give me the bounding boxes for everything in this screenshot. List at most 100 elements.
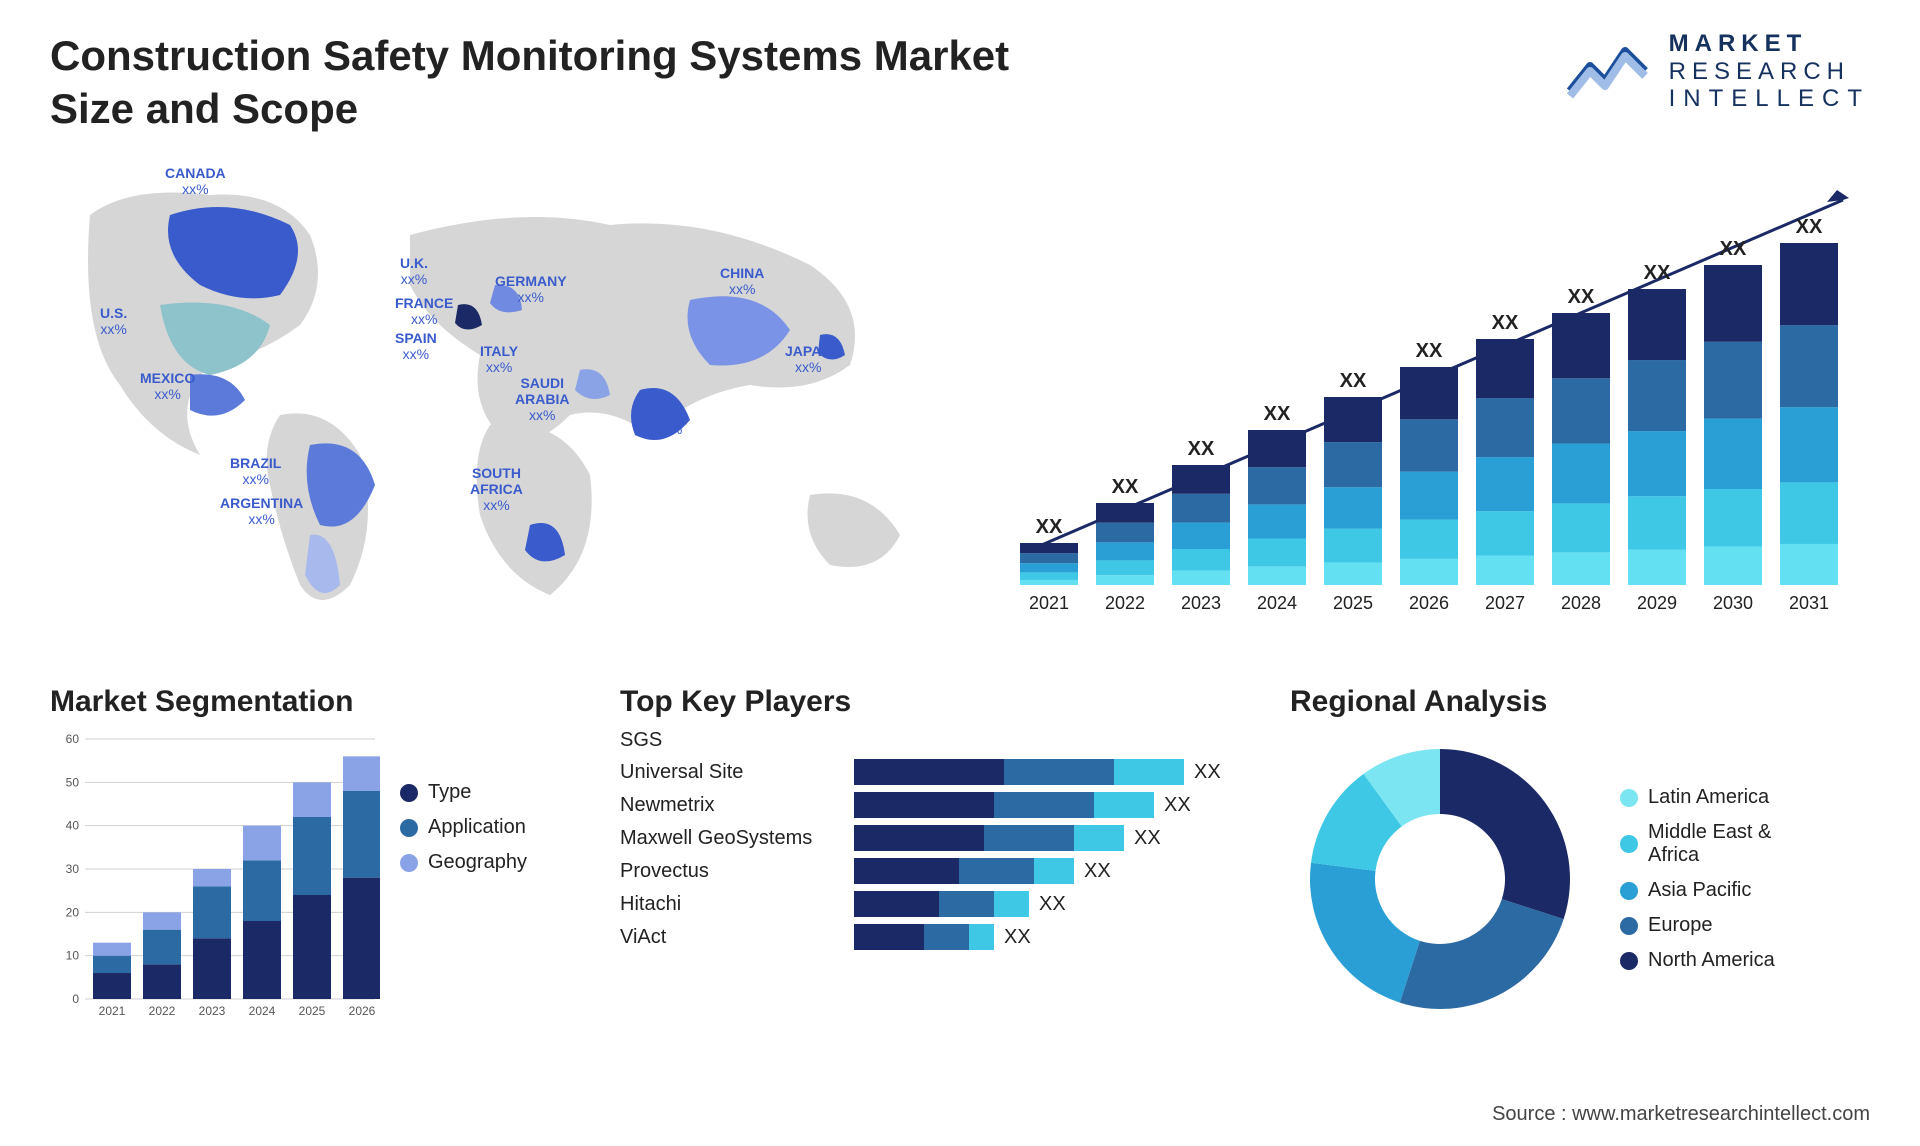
legend-label: Middle East &Africa [1648, 821, 1771, 867]
map-label: JAPANxx% [785, 343, 831, 375]
svg-text:XX: XX [1796, 216, 1823, 238]
svg-text:2027: 2027 [1485, 593, 1525, 613]
player-name: Universal Site [620, 761, 840, 784]
player-value: XX [1004, 926, 1031, 949]
player-name: Maxwell GeoSystems [620, 827, 840, 850]
legend-dot-icon [400, 819, 418, 837]
legend-item: Asia Pacific [1620, 879, 1775, 902]
player-bar-segment [969, 924, 994, 950]
player-name: SGS [620, 729, 840, 752]
svg-text:2022: 2022 [149, 1004, 176, 1018]
player-row: SGS [620, 729, 1260, 752]
player-bar-segment [1074, 825, 1124, 851]
brand-line-3: INTELLECT [1669, 85, 1870, 113]
player-bar-segment [994, 792, 1094, 818]
svg-text:2026: 2026 [1409, 593, 1449, 613]
regional-donut-chart [1290, 729, 1590, 1029]
player-row: Hitachi XX [620, 891, 1260, 917]
player-row: ViAct XX [620, 924, 1260, 950]
svg-text:2029: 2029 [1637, 593, 1677, 613]
player-bar-wrap: XX [854, 891, 1260, 917]
svg-text:2024: 2024 [1257, 593, 1297, 613]
players-panel: Top Key Players SGSUniversal SiteXXNewme… [620, 685, 1260, 957]
player-bar [854, 858, 1074, 884]
brand-mark-icon [1565, 36, 1655, 106]
player-bar-segment [854, 924, 924, 950]
legend-label: Geography [428, 851, 527, 874]
player-row: Provectus XX [620, 858, 1260, 884]
player-name: Provectus [620, 860, 840, 883]
svg-text:30: 30 [66, 862, 80, 876]
legend-item: Application [400, 816, 527, 839]
svg-text:XX: XX [1416, 340, 1443, 362]
player-bar-wrap: XX [854, 825, 1260, 851]
legend-dot-icon [1620, 952, 1638, 970]
svg-text:2023: 2023 [1181, 593, 1221, 613]
svg-text:XX: XX [1720, 238, 1747, 260]
svg-text:XX: XX [1492, 312, 1519, 334]
legend-dot-icon [1620, 882, 1638, 900]
legend-label: Asia Pacific [1648, 879, 1751, 902]
svg-text:50: 50 [66, 775, 80, 789]
svg-text:2024: 2024 [249, 1004, 276, 1018]
legend-label: Europe [1648, 914, 1713, 937]
player-bar [854, 924, 994, 950]
players-title: Top Key Players [620, 685, 1260, 719]
player-bar-segment [984, 825, 1074, 851]
source-citation: Source : www.marketresearchintellect.com [1492, 1103, 1870, 1126]
svg-text:2021: 2021 [1029, 593, 1069, 613]
svg-text:2030: 2030 [1713, 593, 1753, 613]
player-bar-wrap: XX [854, 858, 1260, 884]
player-name: Hitachi [620, 893, 840, 916]
legend-dot-icon [400, 854, 418, 872]
segmentation-title: Market Segmentation [50, 685, 590, 719]
player-value: XX [1194, 761, 1221, 784]
legend-dot-icon [1620, 917, 1638, 935]
legend-label: Type [428, 781, 471, 804]
player-bar [854, 792, 1154, 818]
svg-text:XX: XX [1340, 370, 1367, 392]
map-label: SAUDIARABIAxx% [515, 375, 569, 423]
legend-item: Middle East &Africa [1620, 821, 1775, 867]
world-map-icon [50, 155, 950, 655]
player-bar-segment [854, 825, 984, 851]
player-bar-segment [924, 924, 969, 950]
svg-text:2022: 2022 [1105, 593, 1145, 613]
map-label: BRAZILxx% [230, 455, 281, 487]
page-title: Construction Safety Monitoring Systems M… [50, 30, 1100, 135]
svg-text:40: 40 [66, 819, 80, 833]
map-label: U.K.xx% [400, 255, 428, 287]
player-bar-segment [854, 759, 1004, 785]
legend-item: North America [1620, 949, 1775, 972]
player-bar-segment [1004, 759, 1114, 785]
svg-text:XX: XX [1644, 262, 1671, 284]
map-label: CANADAxx% [165, 165, 226, 197]
player-name: ViAct [620, 926, 840, 949]
player-bar-segment [1034, 858, 1074, 884]
player-bar-segment [854, 792, 994, 818]
player-bar-wrap: XX [854, 759, 1260, 785]
legend-label: Application [428, 816, 526, 839]
map-label: GERMANYxx% [495, 273, 567, 305]
player-bar-segment [959, 858, 1034, 884]
svg-text:2025: 2025 [299, 1004, 326, 1018]
legend-dot-icon [1620, 835, 1638, 853]
legend-item: Europe [1620, 914, 1775, 937]
svg-text:XX: XX [1568, 286, 1595, 308]
player-bar-segment [854, 858, 959, 884]
svg-text:20: 20 [66, 905, 80, 919]
legend-item: Geography [400, 851, 527, 874]
map-label: INDIAxx% [650, 405, 688, 437]
regional-panel: Regional Analysis Latin AmericaMiddle Ea… [1290, 685, 1870, 1029]
legend-item: Latin America [1620, 786, 1775, 809]
player-value: XX [1084, 860, 1111, 883]
svg-text:XX: XX [1188, 438, 1215, 460]
player-row: Maxwell GeoSystems XX [620, 825, 1260, 851]
legend-dot-icon [400, 784, 418, 802]
player-bar [854, 759, 1184, 785]
world-map-panel: CANADAxx%U.S.xx%MEXICOxx%BRAZILxx%ARGENT… [50, 155, 950, 655]
player-bar-segment [994, 891, 1029, 917]
brand-logo: MARKET RESEARCH INTELLECT [1565, 30, 1870, 113]
map-label: ITALYxx% [480, 343, 518, 375]
svg-text:2025: 2025 [1333, 593, 1373, 613]
